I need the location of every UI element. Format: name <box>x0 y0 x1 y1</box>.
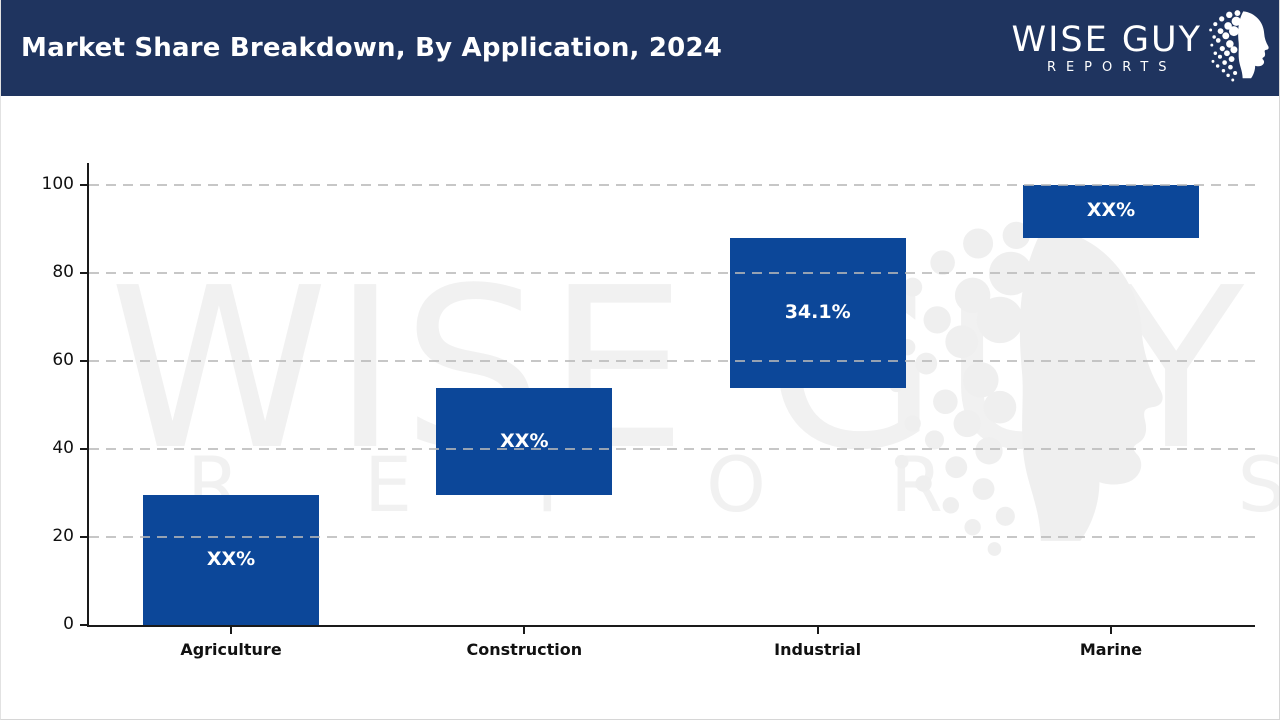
bar-value-label: XX% <box>500 429 549 452</box>
y-axis-label-40: 40 <box>52 438 74 458</box>
x-axis-tick <box>230 627 232 634</box>
bar-construction <box>436 387 613 496</box>
bar-value-label: XX% <box>206 548 256 571</box>
y-axis-line <box>87 163 89 627</box>
y-axis-tick <box>80 624 87 626</box>
y-axis-label-0: 0 <box>63 614 74 634</box>
y-axis-label-20: 20 <box>52 526 74 546</box>
y-axis-label-100: 100 <box>41 174 74 194</box>
brand-logo-text: WISE GUY REPORTS <box>1011 22 1202 75</box>
y-axis-tick <box>80 184 87 186</box>
y-axis-tick <box>80 536 87 538</box>
gridline-60 <box>89 360 1255 362</box>
brand-head-icon <box>1209 10 1269 82</box>
bar-industrial <box>729 237 906 388</box>
x-axis-tick <box>1109 627 1112 634</box>
header-bar: Market Share Breakdown, By Application, … <box>1 0 1279 96</box>
brand-name: WISE GUY <box>1011 19 1202 60</box>
gridline-80 <box>89 272 1255 274</box>
gridline-40 <box>89 448 1255 450</box>
brand-subname: REPORTS <box>1046 59 1177 75</box>
x-axis-label-marine: Marine <box>1079 640 1143 659</box>
page-title: Market Share Breakdown, By Application, … <box>21 33 723 63</box>
x-axis-label-construction: Construction <box>466 640 583 659</box>
x-axis-tick <box>523 627 526 634</box>
x-axis-tick <box>816 627 819 634</box>
gridline-100 <box>89 184 1255 186</box>
x-axis-label-agriculture: Agriculture <box>180 640 282 659</box>
brand-logo: WISE GUY REPORTS <box>1011 8 1270 88</box>
y-axis-tick <box>80 448 87 450</box>
y-axis-label-60: 60 <box>52 350 74 370</box>
bar-agriculture <box>143 495 319 625</box>
bar-value-label: 34.1% <box>784 300 851 323</box>
y-axis-tick <box>80 272 87 274</box>
x-axis-label-industrial: Industrial <box>774 640 862 659</box>
bar-value-label: XX% <box>1086 199 1136 222</box>
x-axis-line <box>87 625 1255 627</box>
y-axis-label-80: 80 <box>52 262 74 282</box>
gridline-20 <box>89 536 1255 538</box>
y-axis-tick <box>80 360 87 362</box>
